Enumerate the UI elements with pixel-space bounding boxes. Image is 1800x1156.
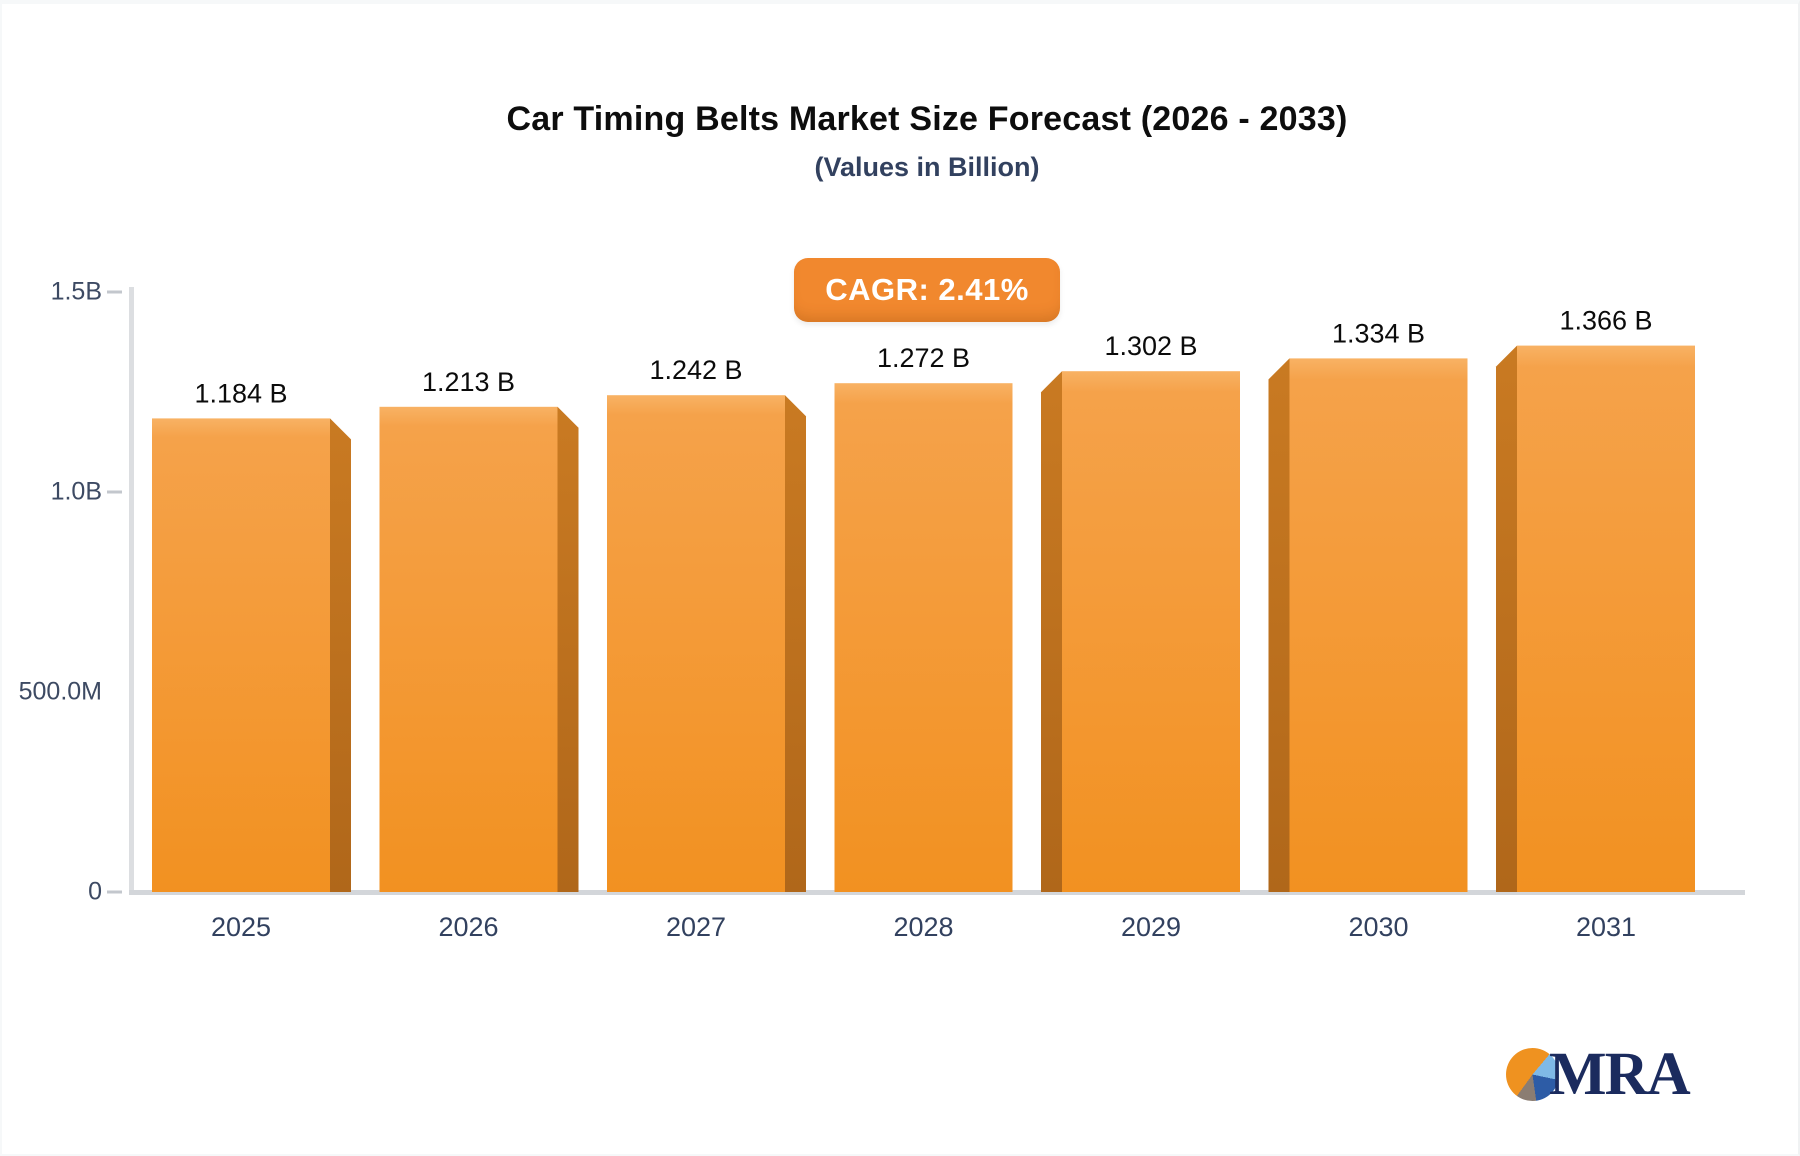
bar-side-face xyxy=(330,418,351,892)
y-tick-dash xyxy=(107,290,122,294)
bar xyxy=(379,406,558,892)
bar xyxy=(1517,345,1695,893)
bar-plot-area: 1.184 B 2025 1.213 B 2026 1.242 B 2027 1.272 B… xyxy=(152,306,1695,942)
chart-subtitle: (Values in Billion) xyxy=(814,152,1040,182)
x-axis-year-label: 2025 xyxy=(211,912,271,942)
bar-value-label: 1.213 B xyxy=(422,367,515,397)
y-tick-label: 1.0B xyxy=(50,477,102,506)
y-tick-dash xyxy=(107,490,122,494)
y-axis-line xyxy=(129,287,134,895)
mra-logo-text: MRA xyxy=(1549,1041,1691,1108)
x-axis-year-label: 2031 xyxy=(1576,912,1636,942)
bar-side-face xyxy=(557,406,579,892)
bar-value-label: 1.272 B xyxy=(877,343,970,373)
chart-title: Car Timing Belts Market Size Forecast (2… xyxy=(506,100,1348,138)
x-axis-year-label: 2029 xyxy=(1121,912,1181,942)
bar-side-face xyxy=(1268,358,1290,892)
bar-value-label: 1.184 B xyxy=(194,378,287,408)
y-tick-label: 0 xyxy=(88,877,102,906)
bar-value-label: 1.302 B xyxy=(1104,331,1197,361)
x-axis-line xyxy=(129,890,1745,895)
bar xyxy=(152,418,330,892)
bar-value-label: 1.366 B xyxy=(1559,306,1652,336)
mra-logo: MRA xyxy=(1506,1041,1691,1108)
bar xyxy=(607,395,785,892)
bar-value-label: 1.242 B xyxy=(649,355,742,385)
x-axis-year-label: 2027 xyxy=(666,912,726,942)
bar xyxy=(834,383,1013,892)
cagr-badge: CAGR: 2.41% xyxy=(794,258,1060,322)
mra-pie-logo-icon xyxy=(1506,1048,1559,1101)
x-axis-year-label: 2026 xyxy=(438,912,498,942)
bar-side-face xyxy=(1041,371,1062,892)
x-axis-year-label: 2030 xyxy=(1348,912,1408,942)
y-tick-label: 500.0M xyxy=(18,677,102,706)
bar-side-face xyxy=(785,395,806,892)
cagr-badge-label: CAGR: 2.41% xyxy=(825,272,1029,307)
bar-value-label: 1.334 B xyxy=(1332,318,1425,348)
bar-side-face xyxy=(1496,345,1517,893)
bar xyxy=(1062,371,1240,892)
bar xyxy=(1289,358,1468,892)
y-tick-dash xyxy=(107,890,122,894)
x-axis-year-label: 2028 xyxy=(893,912,953,942)
y-tick-label: 1.5B xyxy=(50,277,102,306)
